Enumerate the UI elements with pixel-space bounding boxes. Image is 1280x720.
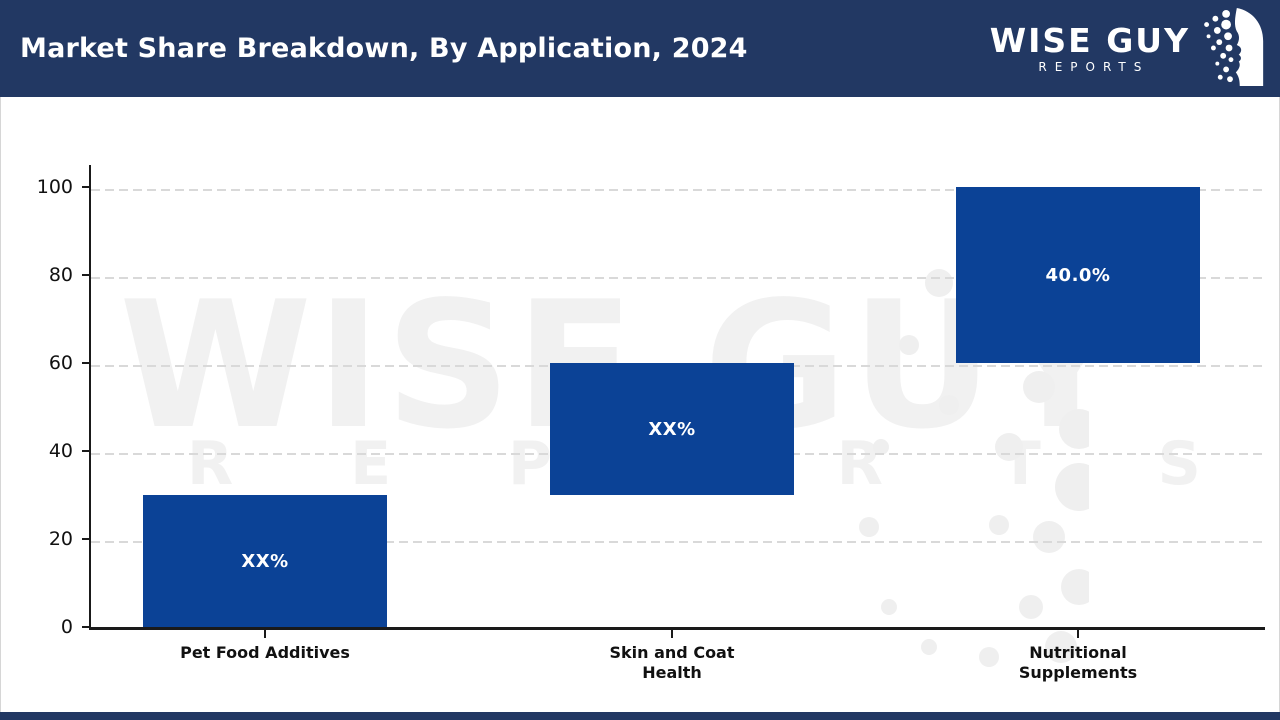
- x-category-label-1: Skin and Coat Health: [609, 643, 735, 682]
- x-tick-mark-0: [264, 630, 266, 638]
- y-tick-mark-20: [82, 538, 89, 540]
- y-tick-label-0: 0: [60, 616, 73, 638]
- page-title: Market Share Breakdown, By Application, …: [20, 33, 748, 64]
- gridline-y20: [91, 541, 1265, 543]
- footer-bar: [0, 712, 1280, 720]
- x-category-label-0: Pet Food Additives: [180, 643, 350, 662]
- brand-name: WISE GUY: [989, 20, 1190, 60]
- gridline-y80: [91, 277, 1265, 279]
- y-tick-label-60: 60: [48, 352, 73, 374]
- bar-value-label: 40.0%: [1045, 264, 1111, 286]
- bar-1: XX%: [550, 363, 794, 495]
- y-tick-label-100: 100: [36, 176, 73, 198]
- y-tick-mark-40: [82, 450, 89, 452]
- brand-subtitle: REPORTS: [1038, 60, 1150, 75]
- bar-2: 40.0%: [956, 187, 1200, 363]
- chart-canvas: WISE GUY R E P O R T S 020406080100XX%XX…: [0, 97, 1280, 712]
- bar-value-label: XX%: [648, 418, 696, 440]
- bar-value-label: XX%: [241, 550, 289, 572]
- bar-0: XX%: [143, 495, 387, 627]
- y-tick-label-20: 20: [48, 528, 73, 550]
- x-tick-mark-2: [1077, 630, 1079, 638]
- header-bar: Market Share Breakdown, By Application, …: [0, 0, 1280, 97]
- gridline-y100: [91, 189, 1265, 191]
- y-tick-mark-60: [82, 362, 89, 364]
- x-tick-mark-1: [671, 630, 673, 638]
- face-profile-logo-icon: [1194, 8, 1266, 90]
- y-tick-mark-0: [82, 626, 89, 628]
- brand-logo-text: WISE GUY REPORTS: [989, 20, 1190, 75]
- y-tick-label-80: 80: [48, 264, 73, 286]
- x-category-label-2: Nutritional Supplements: [1018, 643, 1138, 682]
- brand-logo: WISE GUY REPORTS: [990, 8, 1266, 90]
- y-tick-label-40: 40: [48, 440, 73, 462]
- y-tick-mark-100: [82, 186, 89, 188]
- y-tick-mark-80: [82, 274, 89, 276]
